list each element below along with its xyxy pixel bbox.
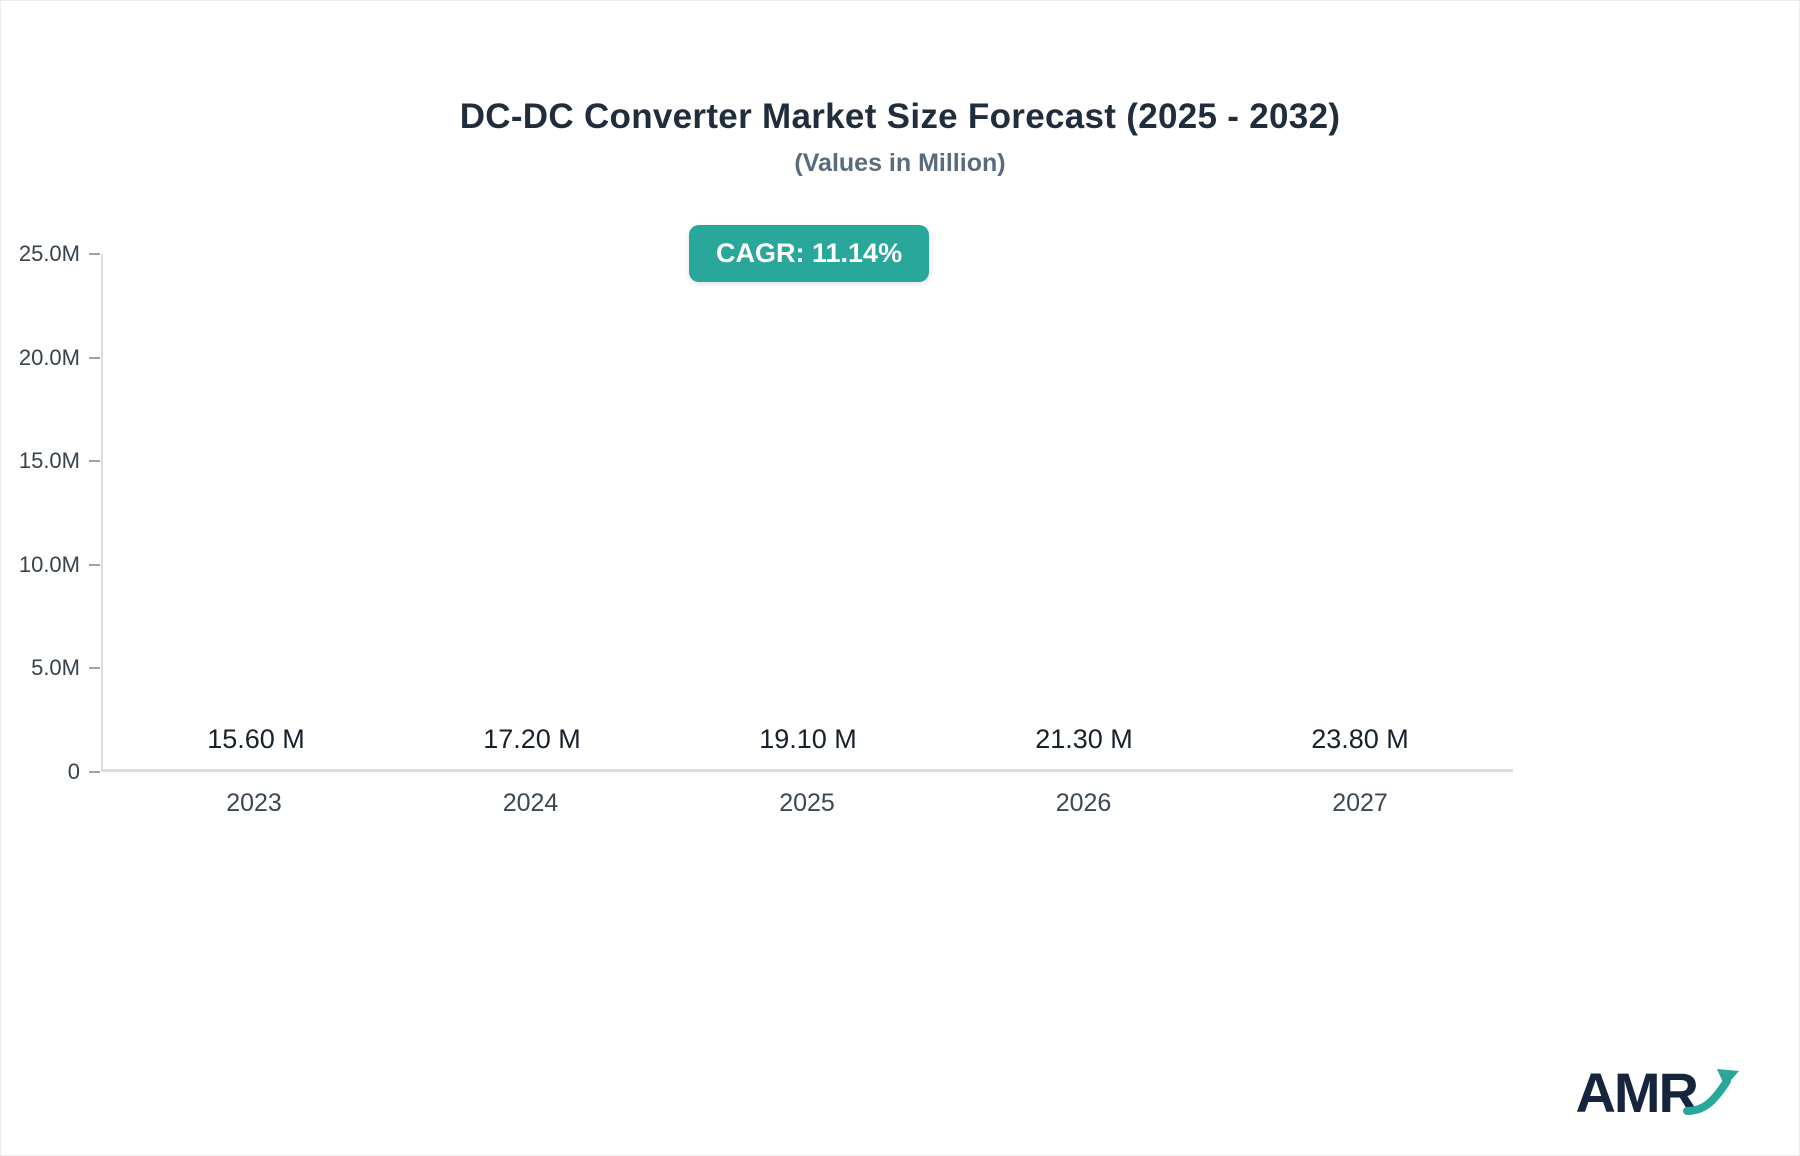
amr-logo-arrow-icon bbox=[1683, 1069, 1739, 1115]
y-axis: 0 5.0M 10.0M 15.0M 20.0M 25.0M bbox=[1, 241, 100, 784]
y-axis-tick-mark bbox=[89, 356, 100, 359]
y-axis-tick-mark bbox=[89, 771, 100, 773]
bars: 15.60 M 17.20 M 19.10 M 21.30 M 23.80 M bbox=[103, 254, 1513, 769]
x-axis-label-2026: 2026 bbox=[1055, 789, 1112, 817]
x-axis-label-2027: 2027 bbox=[1332, 789, 1388, 817]
amr-logo: AMR bbox=[1575, 1065, 1741, 1121]
bar-value-label: 15.60 M bbox=[207, 724, 305, 754]
x-axis-label-2024: 2024 bbox=[502, 789, 559, 817]
y-axis-tick-label: 20.0M bbox=[18, 344, 80, 370]
x-axis-labels: 2023 2024 2025 2026 2027 bbox=[101, 789, 1513, 818]
chart-subtitle: (Values in Million) bbox=[794, 149, 1006, 177]
y-axis-tick: 5.0M bbox=[31, 655, 100, 681]
y-axis-tick: 15.0M bbox=[19, 448, 100, 474]
y-axis-tick-mark bbox=[89, 563, 100, 566]
y-axis-tick-mark bbox=[89, 253, 100, 255]
bar-value-label: 21.30 M bbox=[1035, 724, 1133, 754]
chart-title: DC-DC Converter Market Size Forecast (20… bbox=[459, 97, 1341, 136]
y-axis-tick: 20.0M bbox=[19, 345, 100, 371]
y-axis-tick: 25.0M bbox=[19, 241, 100, 267]
x-axis-label-2025: 2025 bbox=[779, 789, 835, 817]
plot-area: 15.60 M 17.20 M 19.10 M 21.30 M 23.80 M bbox=[101, 254, 1513, 772]
y-axis-tick-label: 15.0M bbox=[18, 448, 80, 474]
y-axis-tick: 10.0M bbox=[19, 552, 100, 578]
cagr-badge: CAGR: 11.14% bbox=[689, 225, 930, 282]
y-axis-tick-mark bbox=[89, 460, 100, 463]
y-axis-tick-label: 0 bbox=[67, 759, 80, 784]
y-axis-tick-label: 5.0M bbox=[31, 655, 80, 681]
y-axis-tick-mark bbox=[89, 667, 100, 670]
y-axis-tick: 0 bbox=[68, 759, 100, 785]
x-axis-label-2023: 2023 bbox=[226, 789, 282, 817]
bar-value-label: 19.10 M bbox=[759, 724, 857, 754]
bar-value-label: 23.80 M bbox=[1311, 724, 1409, 754]
y-axis-tick-label: 10.0M bbox=[18, 551, 80, 577]
amr-logo-text: AMR bbox=[1575, 1061, 1699, 1124]
y-axis-tick-label: 25.0M bbox=[18, 241, 80, 266]
bar-value-label: 17.20 M bbox=[483, 724, 581, 754]
